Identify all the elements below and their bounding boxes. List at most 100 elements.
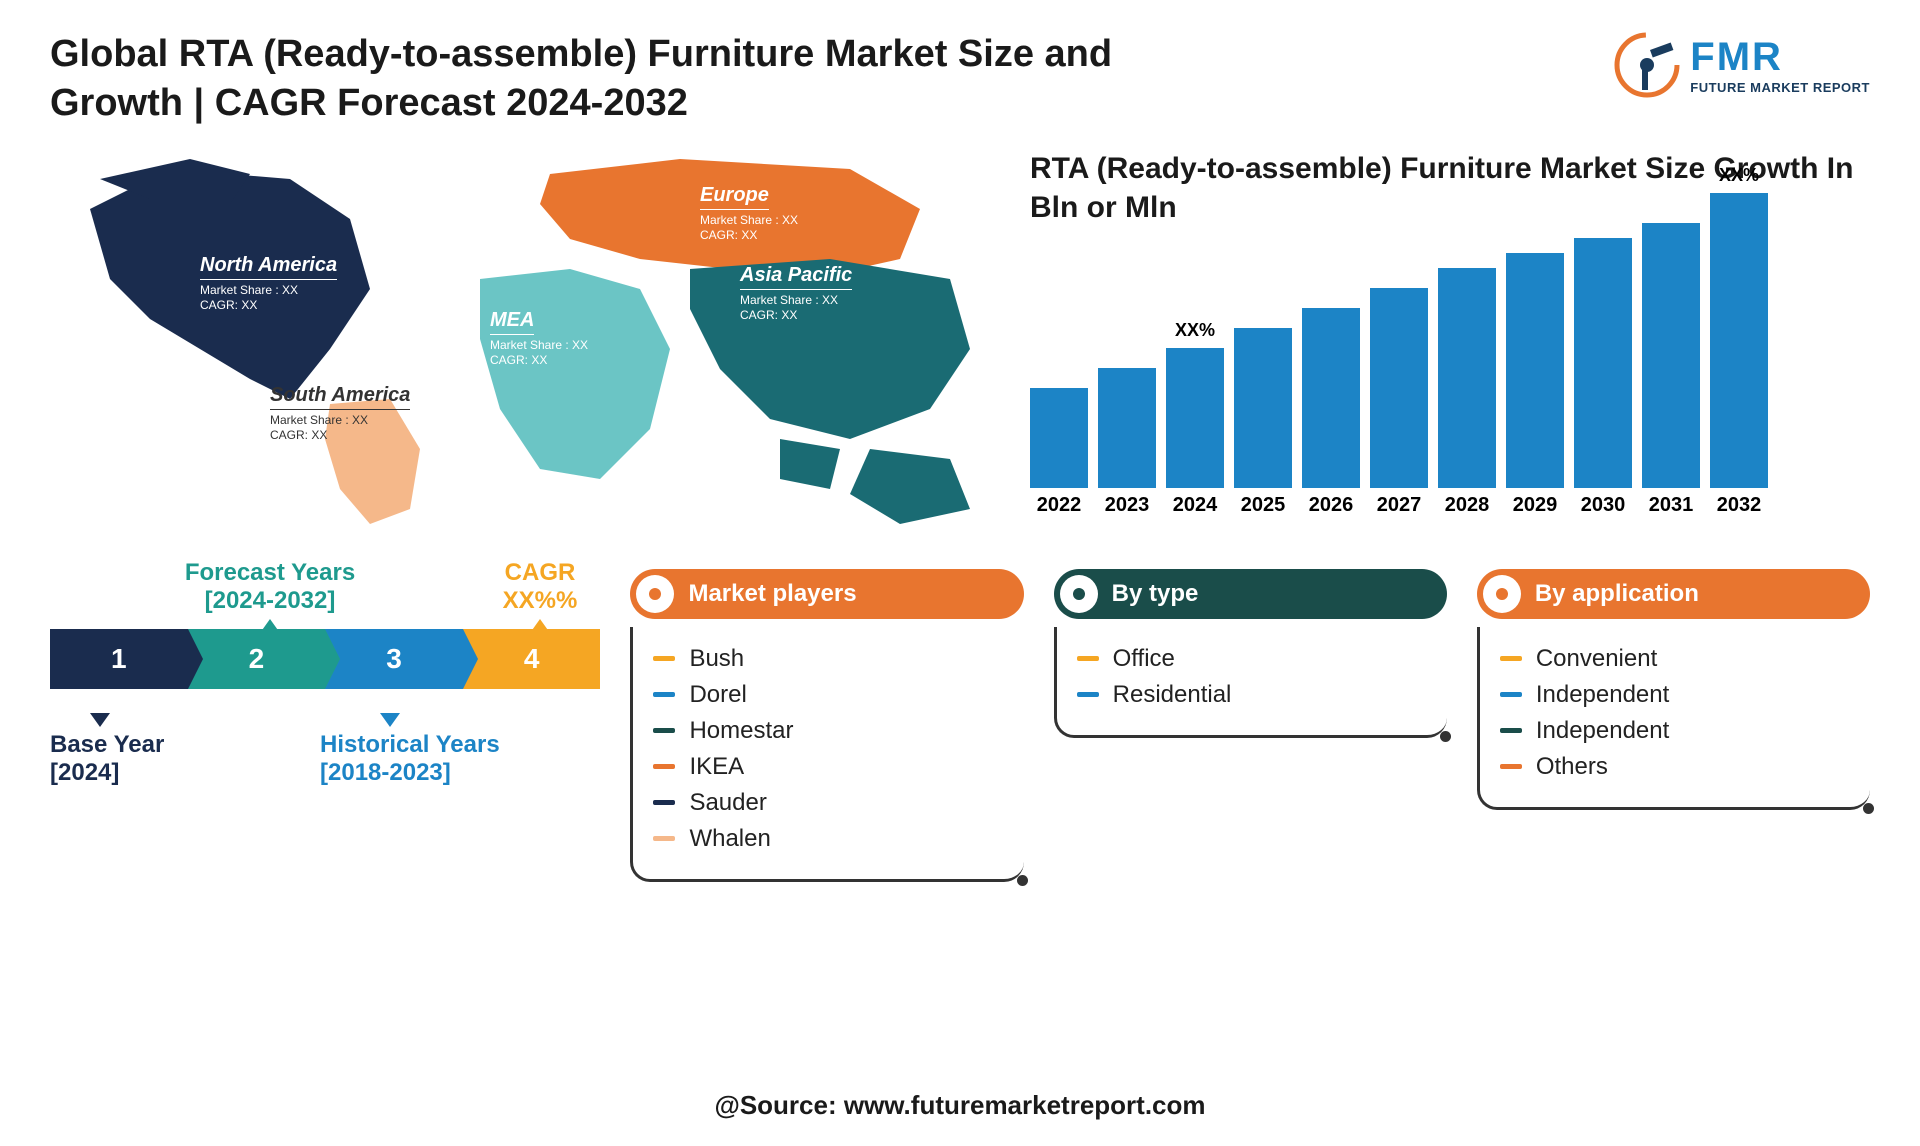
bar: XX%: [1166, 348, 1224, 488]
timeline-seg-4: 4: [463, 629, 601, 689]
segment-item-label: Bush: [689, 645, 744, 673]
segment-item: Independent: [1500, 717, 1860, 745]
segment-item-label: Sauder: [689, 789, 766, 817]
bar-year-label: 2032: [1717, 494, 1762, 517]
bar-year-label: 2031: [1649, 494, 1694, 517]
timeline-seg-1: 1: [50, 629, 188, 689]
segment-item-label: Others: [1536, 753, 1608, 781]
segment-item: Sauder: [653, 789, 1013, 817]
by-type-body: Office Residential: [1054, 627, 1447, 738]
segment-item-label: Residential: [1113, 681, 1232, 709]
bar-item: 2025: [1234, 328, 1292, 517]
bar-chart: RTA (Ready-to-assemble) Furniture Market…: [1030, 149, 1870, 529]
dash-icon: [1500, 656, 1522, 661]
world-map: North America Market Share : XX CAGR: XX…: [50, 149, 990, 529]
by-application-body: Convenient Independent Independent Others: [1477, 627, 1870, 810]
segment-item: Convenient: [1500, 645, 1860, 673]
segment-item-label: Independent: [1536, 717, 1669, 745]
dash-icon: [653, 800, 675, 805]
forecast-years-label: Forecast Years [2024-2032]: [180, 559, 360, 637]
dash-icon: [1500, 728, 1522, 733]
bar-item: XX% 2032: [1710, 193, 1768, 517]
bar-top-label: XX%: [1175, 320, 1215, 341]
bar-year-label: 2022: [1037, 494, 1082, 517]
bars-container: 2022 2023 XX% 2024 2025 2026 2027 2028 2029 2030 2…: [1030, 237, 1870, 517]
bar-year-label: 2029: [1513, 494, 1558, 517]
page-title: Global RTA (Ready-to-assemble) Furniture…: [50, 30, 1150, 129]
timeline-seg-3: 3: [325, 629, 463, 689]
dash-icon: [653, 692, 675, 697]
segment-item-label: Office: [1113, 645, 1175, 673]
segment-item-label: Dorel: [689, 681, 746, 709]
bar-year-label: 2027: [1377, 494, 1422, 517]
fmr-logo: FMR FUTURE MARKET REPORT: [1612, 30, 1870, 100]
segment-item: Office: [1077, 645, 1437, 673]
segment-item: Residential: [1077, 681, 1437, 709]
historical-years-label: Historical Years [2018-2023]: [320, 709, 500, 787]
bar-year-label: 2025: [1241, 494, 1286, 517]
region-europe: Europe Market Share : XX CAGR: XX: [700, 184, 798, 244]
source-text: @Source: www.futuremarketreport.com: [714, 1090, 1205, 1121]
region-north-america: North America Market Share : XX CAGR: XX: [200, 254, 337, 314]
market-players-header: Market players: [630, 569, 1023, 619]
bar-item: 2030: [1574, 238, 1632, 517]
bar: [1574, 238, 1632, 488]
logo-text-main: FMR: [1690, 35, 1870, 80]
bar-item: 2027: [1370, 288, 1428, 517]
dash-icon: [653, 728, 675, 733]
dash-icon: [653, 764, 675, 769]
dash-icon: [1500, 692, 1522, 697]
dash-icon: [653, 836, 675, 841]
logo-text-sub: FUTURE MARKET REPORT: [1690, 80, 1870, 95]
cagr-label: CAGR XX%%: [480, 559, 600, 637]
bar: [1438, 268, 1496, 488]
dash-icon: [653, 656, 675, 661]
market-players-body: Bush Dorel Homestar IKEA Sauder Whalen: [630, 627, 1023, 882]
segment-item: Independent: [1500, 681, 1860, 709]
region-south-america: South America Market Share : XX CAGR: XX: [270, 384, 410, 444]
region-mea: MEA Market Share : XX CAGR: XX: [490, 309, 588, 369]
segment-item-label: Whalen: [689, 825, 770, 853]
region-asia-pacific: Asia Pacific Market Share : XX CAGR: XX: [740, 264, 852, 324]
by-type-header: By type: [1054, 569, 1447, 619]
dash-icon: [1500, 764, 1522, 769]
segment-item-label: Independent: [1536, 681, 1669, 709]
dot-icon: [1483, 575, 1521, 613]
bar-item: 2029: [1506, 253, 1564, 517]
bar: [1302, 308, 1360, 488]
bar: [1098, 368, 1156, 488]
bar-year-label: 2024: [1173, 494, 1218, 517]
bar-item: 2026: [1302, 308, 1360, 517]
bar-year-label: 2030: [1581, 494, 1626, 517]
segment-item: Dorel: [653, 681, 1013, 709]
segment-item-label: IKEA: [689, 753, 744, 781]
telescope-icon: [1612, 30, 1682, 100]
bar-item: XX% 2024: [1166, 348, 1224, 517]
dot-icon: [1060, 575, 1098, 613]
segment-item-label: Homestar: [689, 717, 793, 745]
segment-item: Whalen: [653, 825, 1013, 853]
timeline-seg-2: 2: [188, 629, 326, 689]
dash-icon: [1077, 656, 1099, 661]
by-application-header: By application: [1477, 569, 1870, 619]
segment-item: IKEA: [653, 753, 1013, 781]
market-players-col: Market players Bush Dorel Homestar IKEA Saud…: [630, 569, 1023, 882]
bar: XX%: [1710, 193, 1768, 488]
by-application-col: By application Convenient Independent Inde…: [1477, 569, 1870, 882]
bar-top-label: XX%: [1719, 165, 1759, 186]
bar: [1030, 388, 1088, 488]
segment-item: Others: [1500, 753, 1860, 781]
timeline: Forecast Years [2024-2032] CAGR XX%% 1 2…: [50, 569, 600, 882]
bar-year-label: 2028: [1445, 494, 1490, 517]
bar: [1370, 288, 1428, 488]
bar-item: 2023: [1098, 368, 1156, 517]
bar: [1642, 223, 1700, 488]
bar-year-label: 2026: [1309, 494, 1354, 517]
bar-item: 2022: [1030, 388, 1088, 517]
segment-item-label: Convenient: [1536, 645, 1657, 673]
bar-item: 2028: [1438, 268, 1496, 517]
base-year-label: Base Year [2024]: [50, 709, 164, 787]
segment-item: Homestar: [653, 717, 1013, 745]
bar-year-label: 2023: [1105, 494, 1150, 517]
dot-icon: [636, 575, 674, 613]
